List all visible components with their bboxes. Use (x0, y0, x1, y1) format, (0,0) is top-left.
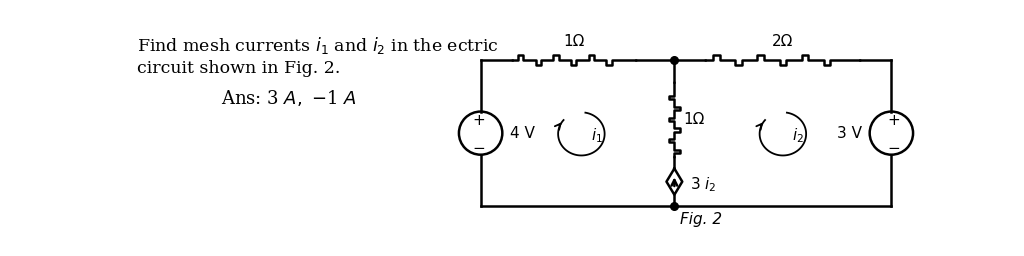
Text: $i_2$: $i_2$ (793, 126, 804, 145)
Text: 1Ω: 1Ω (684, 112, 706, 127)
Text: 3 V: 3 V (837, 126, 862, 141)
Text: $i_1$: $i_1$ (591, 126, 603, 145)
Text: 2Ω: 2Ω (772, 34, 794, 49)
Text: 4 V: 4 V (510, 126, 535, 141)
Text: circuit shown in Fig. 2.: circuit shown in Fig. 2. (137, 60, 341, 77)
Text: Ans: 3 $A,$ $-$1 $A$: Ans: 3 $A,$ $-$1 $A$ (221, 88, 356, 108)
Text: +: + (887, 113, 900, 128)
Text: Find mesh currents $i_1$ and $i_2$ in the ectric: Find mesh currents $i_1$ and $i_2$ in th… (137, 35, 499, 56)
Text: 3 $i_2$: 3 $i_2$ (690, 175, 716, 194)
Text: 1Ω: 1Ω (563, 34, 585, 49)
Text: $-$: $-$ (887, 138, 900, 154)
Text: $-$: $-$ (472, 138, 485, 154)
Text: +: + (472, 113, 484, 128)
Text: Fig. 2: Fig. 2 (680, 212, 723, 227)
